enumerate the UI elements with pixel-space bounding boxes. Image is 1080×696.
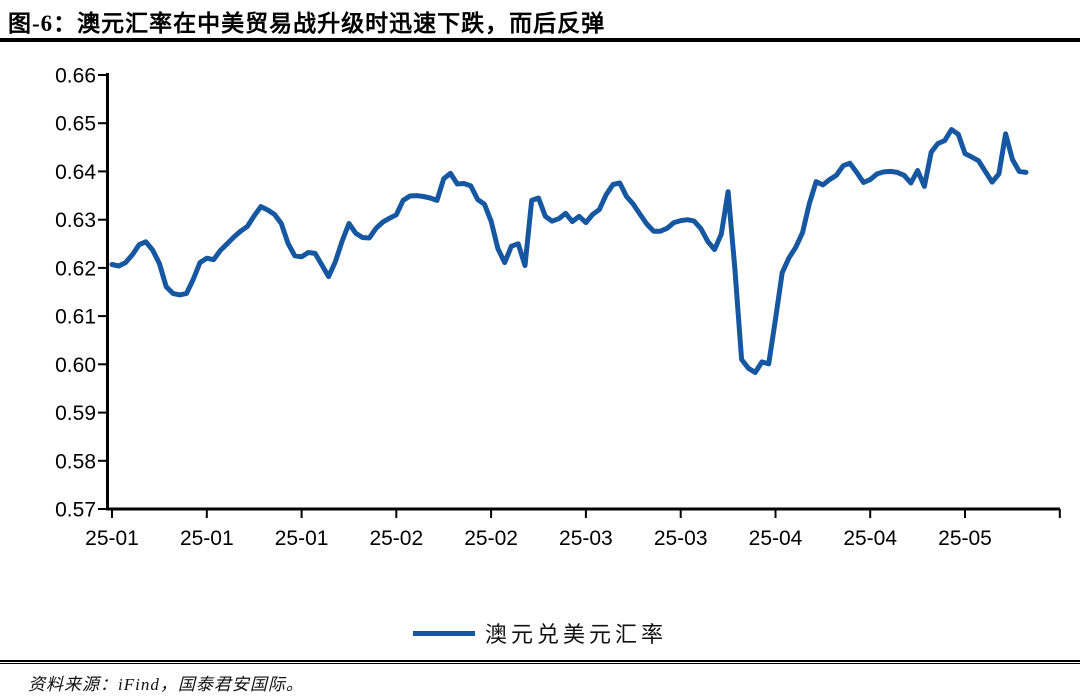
exchange-rate-line	[109, 127, 1029, 375]
legend: 澳元兑美元汇率	[0, 618, 1080, 648]
y-axis-label: 0.58	[55, 450, 96, 473]
y-axis-label: 0.59	[55, 402, 96, 425]
x-axis-label: 25-05	[938, 527, 992, 550]
title-rule	[0, 38, 1080, 42]
y-axis-label: 0.65	[55, 113, 96, 136]
x-axis-label: 25-01	[85, 527, 139, 550]
x-axis-label: 25-03	[654, 527, 708, 550]
x-axis-label: 25-01	[180, 527, 234, 550]
x-axis-label: 25-04	[749, 527, 803, 550]
legend-line-swatch	[412, 630, 475, 636]
y-axis-label: 0.57	[55, 499, 96, 522]
x-axis-label: 25-04	[843, 527, 897, 550]
y-axis-label: 0.66	[55, 65, 96, 88]
footer-rule	[0, 660, 1080, 664]
exchange-rate-chart: 0.66 0.65 0.64 0.63 0.62 0.61 0.60 0.59 0.58 0.57…	[55, 65, 1061, 550]
x-axis-label: 25-02	[369, 527, 423, 550]
y-axis-label: 0.64	[55, 161, 96, 184]
y-axis-label: 0.62	[55, 257, 96, 280]
x-axis-label: 25-03	[559, 527, 613, 550]
chart-title: 图-6：澳元汇率在中美贸易战升级时迅速下跌，而后反弹	[8, 11, 606, 36]
y-axis-label: 0.63	[55, 209, 96, 232]
x-axis-label: 25-02	[464, 527, 518, 550]
source-note: 资料来源：iFind，国泰君安国际。	[28, 675, 304, 694]
legend-label: 澳元兑美元汇率	[484, 622, 667, 647]
y-axis-label: 0.61	[55, 306, 96, 329]
x-axis-label: 25-01	[275, 527, 329, 550]
y-axis-label: 0.60	[55, 354, 96, 377]
